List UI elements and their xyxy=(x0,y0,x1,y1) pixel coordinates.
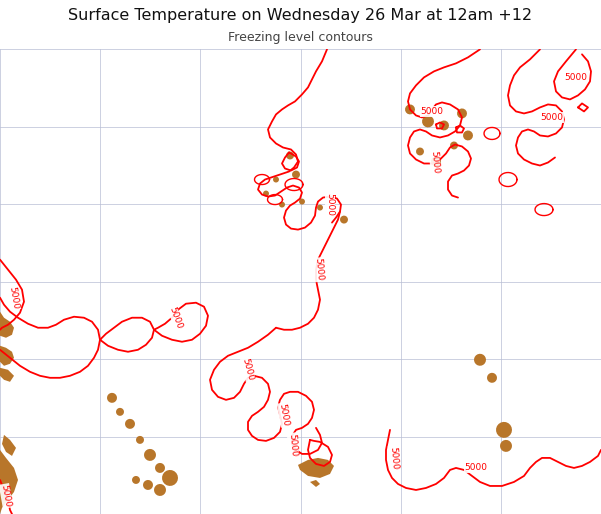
Text: 5000: 5000 xyxy=(430,151,441,174)
Text: 5000: 5000 xyxy=(168,305,184,330)
Polygon shape xyxy=(125,419,135,429)
Polygon shape xyxy=(144,449,156,461)
Polygon shape xyxy=(279,201,285,208)
Polygon shape xyxy=(286,152,294,159)
Polygon shape xyxy=(0,346,14,366)
Polygon shape xyxy=(0,368,14,382)
Polygon shape xyxy=(162,470,178,486)
Polygon shape xyxy=(340,215,348,224)
Polygon shape xyxy=(107,393,117,403)
Polygon shape xyxy=(0,311,14,338)
Polygon shape xyxy=(405,104,415,115)
Polygon shape xyxy=(422,116,434,127)
Polygon shape xyxy=(0,450,18,514)
Polygon shape xyxy=(154,484,166,496)
Polygon shape xyxy=(310,480,320,487)
Text: 5000: 5000 xyxy=(0,484,13,508)
Polygon shape xyxy=(450,141,458,150)
Polygon shape xyxy=(463,131,473,140)
Text: 5000: 5000 xyxy=(465,464,487,472)
Text: 5000: 5000 xyxy=(240,358,255,382)
Text: 5000: 5000 xyxy=(564,73,588,82)
Polygon shape xyxy=(500,440,512,452)
Polygon shape xyxy=(263,191,269,196)
Polygon shape xyxy=(298,458,334,478)
Text: 5000: 5000 xyxy=(326,193,335,216)
Text: Freezing level contours: Freezing level contours xyxy=(228,31,373,44)
Polygon shape xyxy=(136,436,144,444)
Polygon shape xyxy=(474,354,486,366)
Polygon shape xyxy=(457,108,467,118)
Text: Surface Temperature on Wednesday 26 Mar at 12am +12: Surface Temperature on Wednesday 26 Mar … xyxy=(69,8,532,23)
Polygon shape xyxy=(155,463,165,473)
Text: 5000: 5000 xyxy=(8,286,20,310)
Polygon shape xyxy=(116,408,124,416)
Polygon shape xyxy=(431,157,441,167)
Polygon shape xyxy=(273,176,279,182)
Polygon shape xyxy=(2,435,16,456)
Polygon shape xyxy=(317,205,323,211)
Text: 5000: 5000 xyxy=(388,446,400,470)
Polygon shape xyxy=(132,476,140,484)
Text: 5000: 5000 xyxy=(278,403,290,427)
Polygon shape xyxy=(439,120,449,131)
Text: 5000: 5000 xyxy=(287,433,299,457)
Polygon shape xyxy=(487,373,497,383)
Polygon shape xyxy=(143,480,153,490)
Text: 5000: 5000 xyxy=(421,107,444,116)
Polygon shape xyxy=(299,198,305,205)
Text: 5000: 5000 xyxy=(540,113,564,122)
Polygon shape xyxy=(416,148,424,155)
Polygon shape xyxy=(496,422,512,438)
Text: 5000: 5000 xyxy=(314,258,325,282)
Polygon shape xyxy=(292,171,300,178)
